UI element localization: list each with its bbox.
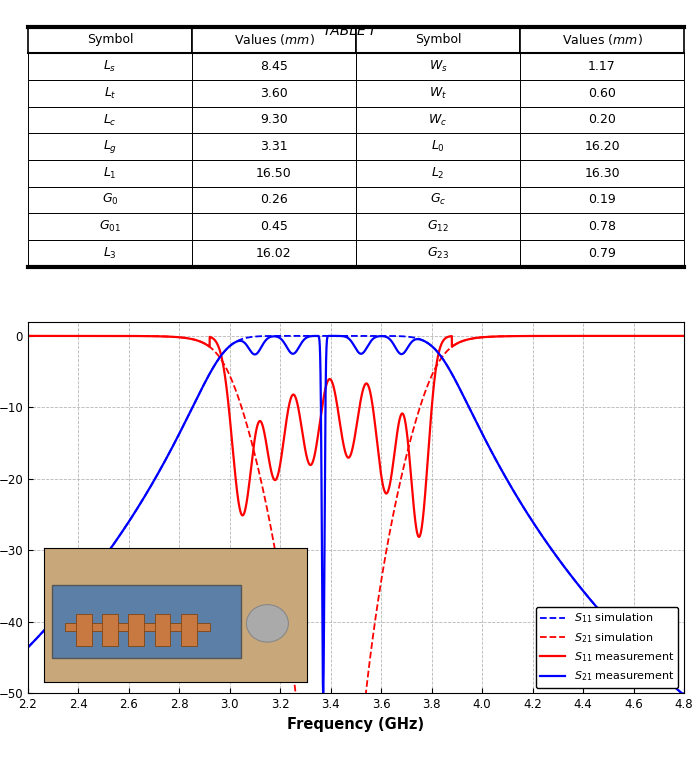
Text: TABLE I: TABLE I [323,24,375,38]
X-axis label: Frequency (GHz): Frequency (GHz) [288,717,424,732]
Legend: $S_{11}$ simulation, $S_{21}$ simulation, $S_{11}$ measurement, $S_{21}$ measure: $S_{11}$ simulation, $S_{21}$ simulation… [536,607,678,688]
